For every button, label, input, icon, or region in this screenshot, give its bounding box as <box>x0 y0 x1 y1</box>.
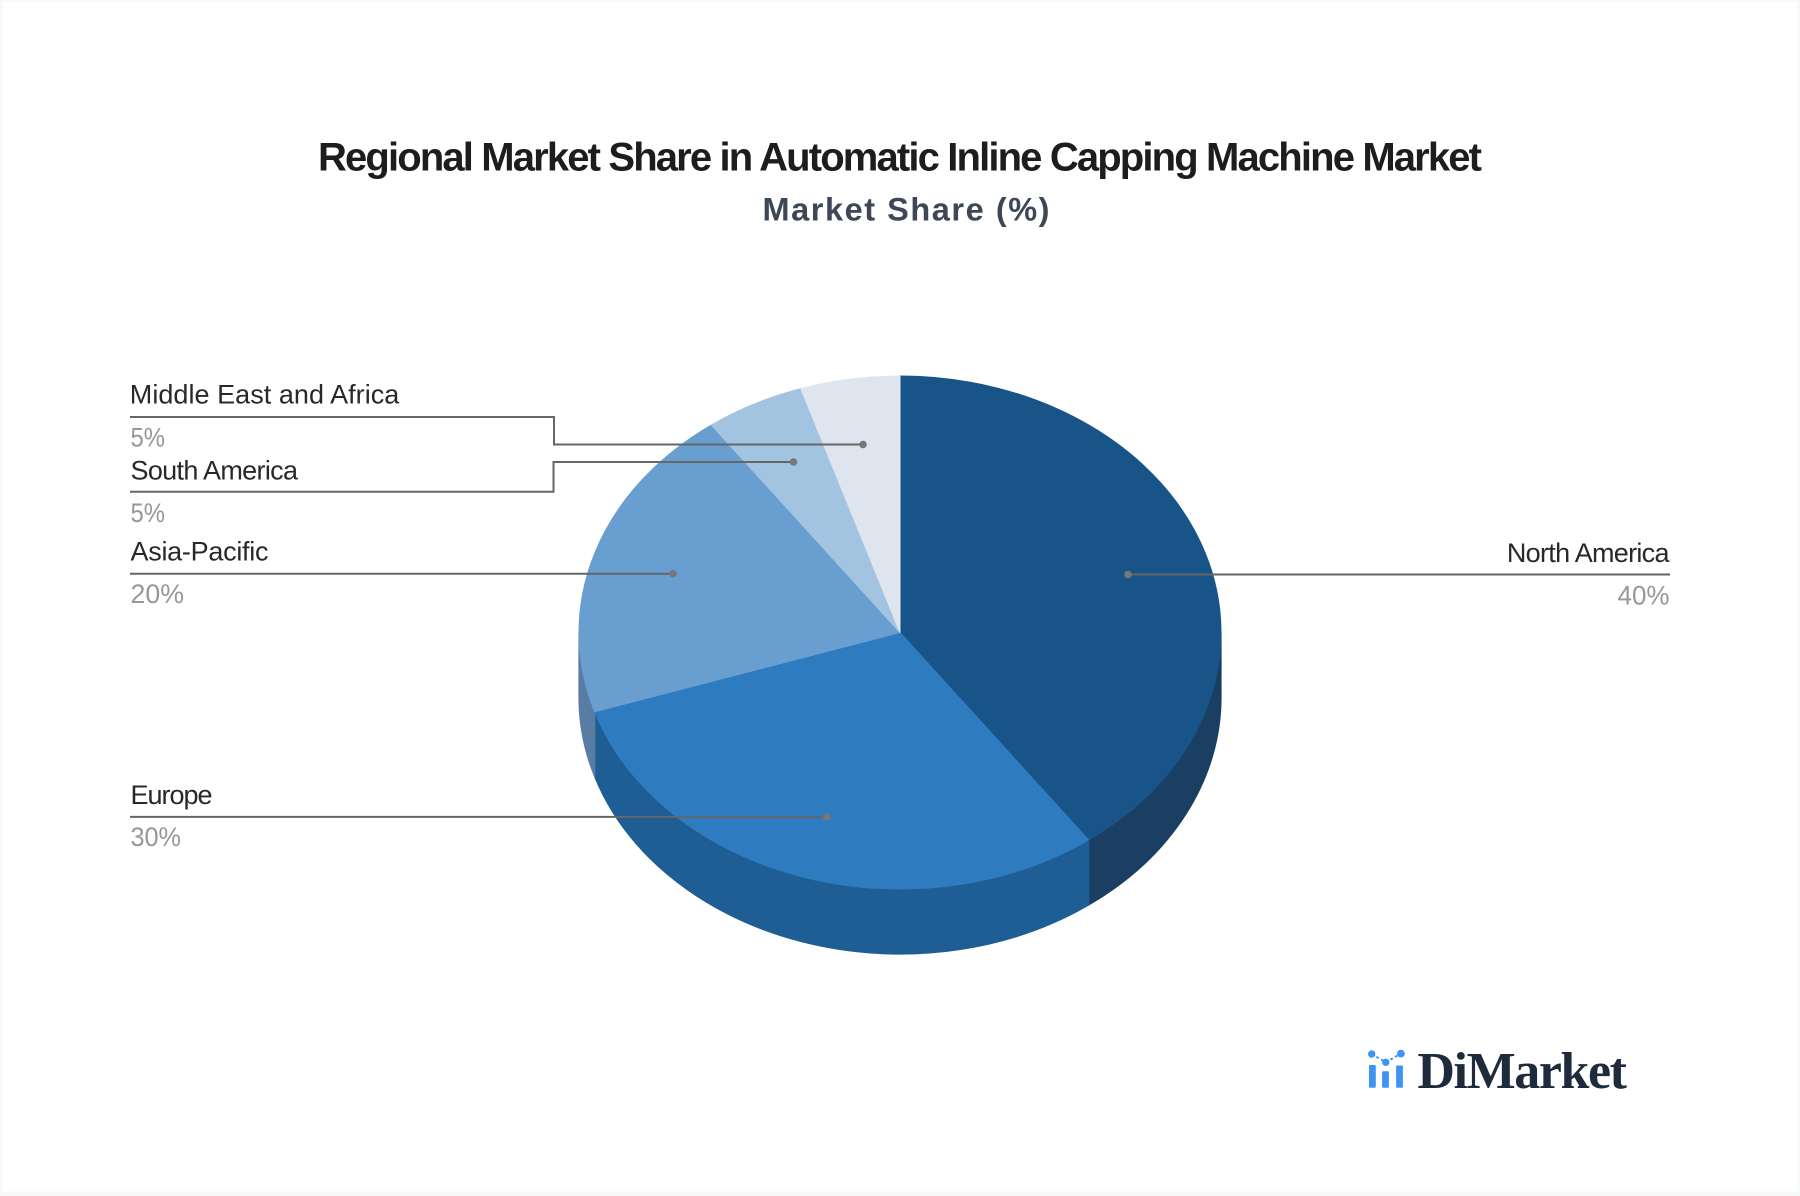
svg-text:South America: South America <box>131 456 299 486</box>
svg-text:DiMarket: DiMarket <box>1417 1043 1627 1100</box>
svg-text:North America: North America <box>1507 538 1671 568</box>
svg-text:40%: 40% <box>1618 581 1670 611</box>
svg-text:20%: 20% <box>131 579 185 609</box>
svg-text:5%: 5% <box>131 423 166 453</box>
svg-text:Regional Market Share in Autom: Regional Market Share in Automatic Inlin… <box>318 136 1482 180</box>
svg-text:Middle East and Africa: Middle East and Africa <box>130 380 400 410</box>
svg-text:Europe: Europe <box>131 780 213 810</box>
svg-text:Market Share (%): Market Share (%) <box>763 191 1050 227</box>
svg-text:Asia-Pacific: Asia-Pacific <box>131 536 269 566</box>
svg-text:5%: 5% <box>131 498 166 528</box>
svg-text:30%: 30% <box>131 822 182 852</box>
